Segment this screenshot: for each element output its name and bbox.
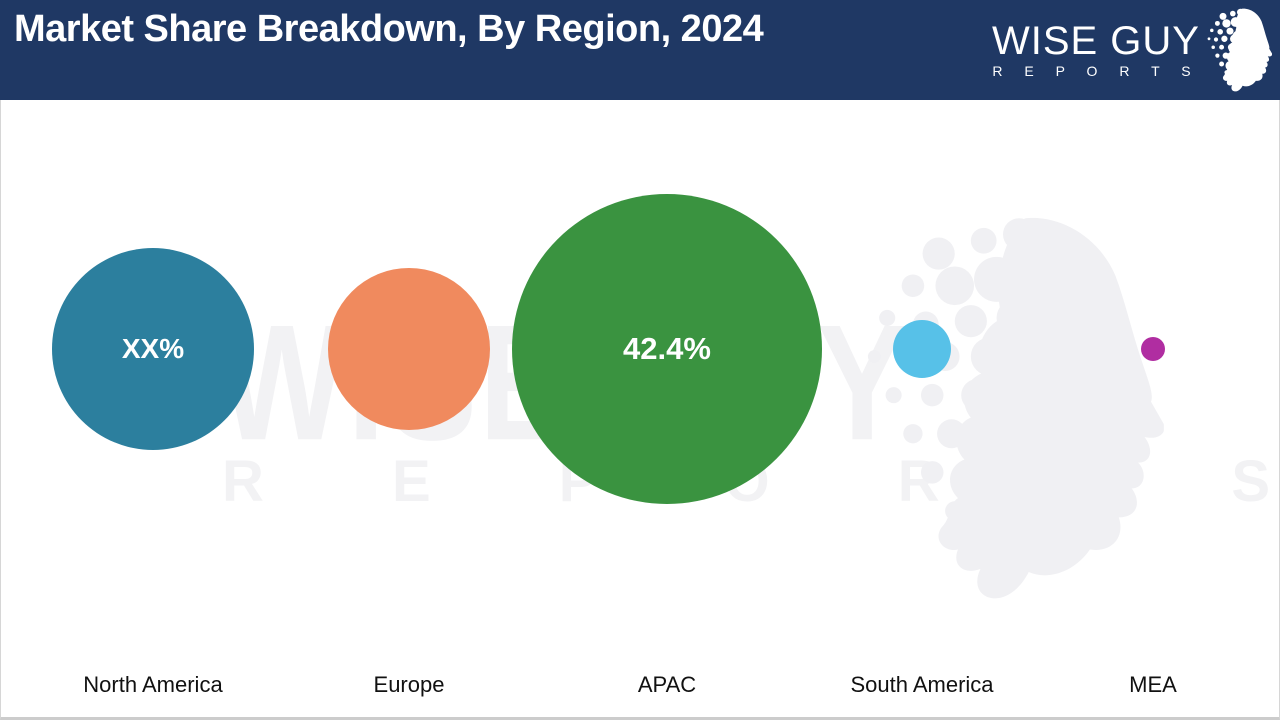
- header-bar: Market Share Breakdown, By Region, 2024 …: [0, 0, 1280, 100]
- bubble-south-america: [893, 320, 951, 378]
- brand-logo-text: WISE GUY R E P O R T S: [992, 21, 1200, 79]
- bubble-value-label: XX%: [121, 333, 185, 364]
- category-label-mea: MEA: [1129, 672, 1177, 697]
- page-title: Market Share Breakdown, By Region, 2024: [14, 8, 764, 50]
- bubble-mea: [1141, 337, 1165, 361]
- brand-face-icon: [1202, 8, 1272, 92]
- category-label-north-america: North America: [83, 672, 223, 697]
- watermark-face-logo-icon: [842, 215, 1164, 601]
- bubble-apac: 42.4%: [512, 194, 822, 504]
- brand-logo: WISE GUY R E P O R T S: [992, 4, 1272, 96]
- brand-name: WISE GUY: [991, 19, 1200, 63]
- category-label-south-america: South America: [850, 672, 994, 697]
- bubble-north-america: XX%: [52, 248, 254, 450]
- category-label-europe: Europe: [373, 672, 445, 697]
- bubble-europe: [328, 268, 490, 430]
- bubble-value-label: 42.4%: [623, 331, 711, 366]
- category-label-apac: APAC: [637, 672, 697, 697]
- brand-tagline: R E P O R T S: [992, 63, 1200, 79]
